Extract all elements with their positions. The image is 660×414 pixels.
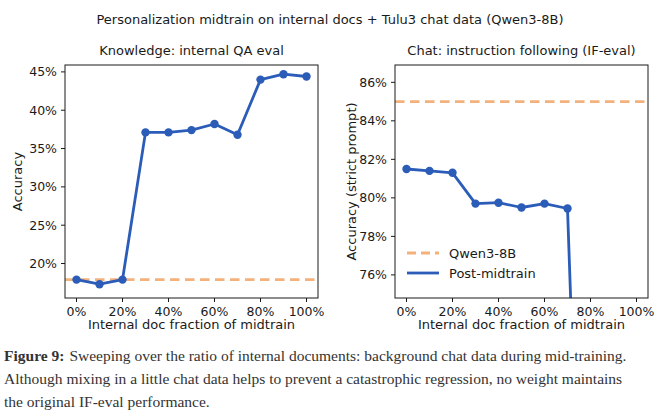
legend-item-qwen3-8b: Qwen3-8B <box>406 243 536 263</box>
y-tick-label: 78% <box>359 229 387 244</box>
data-point <box>425 167 433 175</box>
series-line <box>407 169 571 306</box>
figure-title: Personalization midtrain on internal doc… <box>0 12 660 27</box>
data-point <box>540 199 548 207</box>
series-line-group <box>72 70 310 288</box>
y-tick-label: 76% <box>359 267 387 282</box>
data-point <box>563 204 571 212</box>
data-point <box>233 131 241 139</box>
if-eval-plot: 0%20%40%60%80%100%76%78%80%82%84%86% <box>330 40 660 345</box>
data-point <box>118 275 126 283</box>
y-tick-label: 84% <box>359 113 387 128</box>
data-point <box>256 75 264 83</box>
legend: Qwen3-8B Post-midtrain <box>406 243 536 283</box>
if-eval-chart-panel: Chat: instruction following (IF-eval) Ac… <box>330 40 660 345</box>
caption-line: Figure 9: Sweeping over the ratio of inte… <box>4 344 657 367</box>
data-point <box>95 280 103 288</box>
series-line-group <box>402 165 571 306</box>
y-tick-label: 82% <box>359 152 387 167</box>
if-eval-x-axis-label: Internal doc fraction of midtrain <box>395 317 648 332</box>
y-tick-label: 86% <box>359 75 387 90</box>
qa-eval-plot: 0%20%40%60%80%100%20%25%30%35%40%45% <box>0 40 330 345</box>
data-point <box>141 128 149 136</box>
legend-item-post-midtrain: Post-midtrain <box>406 263 536 283</box>
y-tick-label: 30% <box>29 179 57 194</box>
caption-figure-label: Figure 9: <box>4 347 64 364</box>
data-point <box>210 120 218 128</box>
data-point <box>164 128 172 136</box>
data-point <box>517 203 525 211</box>
data-point <box>279 70 287 78</box>
dashed-line-sample-icon <box>406 250 440 256</box>
qa-eval-chart-panel: Knowledge: internal QA eval Accuracy 0%2… <box>0 40 330 345</box>
y-tick-label: 20% <box>29 256 57 271</box>
legend-label-qwen3-8b: Qwen3-8B <box>449 246 516 261</box>
y-tick-label: 80% <box>359 190 387 205</box>
y-tick-label: 40% <box>29 103 57 118</box>
figure-caption: Figure 9: Sweeping over the ratio of inte… <box>4 344 657 413</box>
y-tick-label: 45% <box>29 64 57 79</box>
solid-line-sample-icon <box>406 270 440 276</box>
data-point <box>72 275 80 283</box>
y-tick-label: 35% <box>29 141 57 156</box>
y-tick-label: 25% <box>29 218 57 233</box>
data-point <box>471 199 479 207</box>
caption-line: the original IF-eval performance. <box>4 390 657 413</box>
caption-text: Sweeping over the ratio of internal docu… <box>69 347 626 364</box>
legend-label-post-midtrain: Post-midtrain <box>449 266 536 281</box>
caption-line: Although mixing in a little chat data he… <box>4 367 657 390</box>
data-point <box>187 126 195 134</box>
data-point <box>494 199 502 207</box>
data-point <box>448 169 456 177</box>
series-line <box>77 74 307 284</box>
axes-frame <box>65 65 318 298</box>
qa-eval-x-axis-label: Internal doc fraction of midtrain <box>65 317 318 332</box>
data-point <box>402 165 410 173</box>
data-point <box>302 72 310 80</box>
